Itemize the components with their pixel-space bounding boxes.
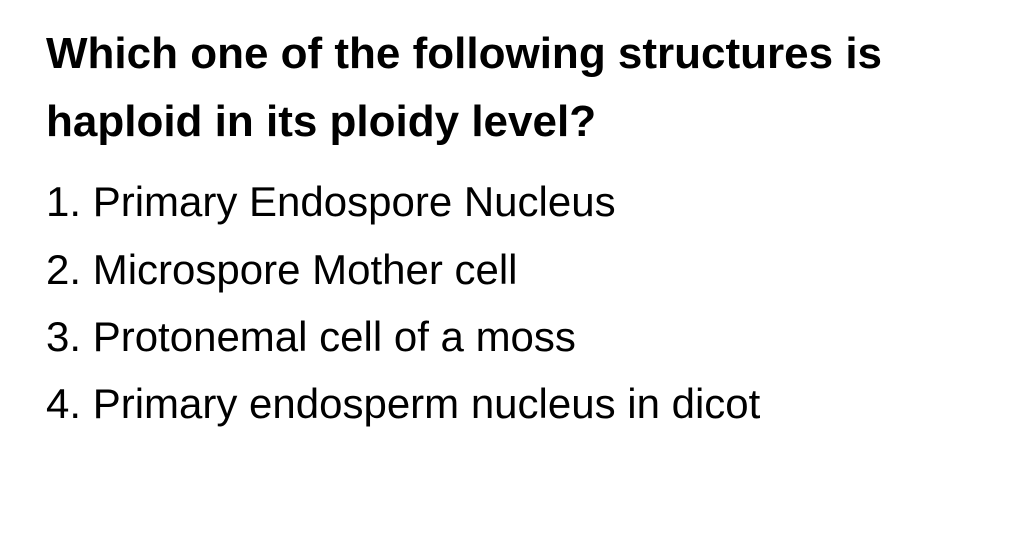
list-item: 4. Primary endosperm nucleus in dicot [46,370,978,437]
option-number: 3. [46,313,81,360]
list-item: 2. Microspore Mother cell [46,236,978,303]
options-list: 1. Primary Endospore Nucleus 2. Microspo… [46,168,978,437]
question-text: Which one of the following structures is… [46,20,978,156]
option-number: 4. [46,380,81,427]
list-item: 1. Primary Endospore Nucleus [46,168,978,235]
question-page: Which one of the following structures is… [0,0,1024,535]
list-item: 3. Protonemal cell of a moss [46,303,978,370]
option-number: 1. [46,178,81,225]
option-text: Primary Endospore Nucleus [93,178,616,225]
option-number: 2. [46,246,81,293]
option-text: Primary endosperm nucleus in dicot [93,380,761,427]
option-text: Protonemal cell of a moss [93,313,576,360]
option-text: Microspore Mother cell [93,246,518,293]
